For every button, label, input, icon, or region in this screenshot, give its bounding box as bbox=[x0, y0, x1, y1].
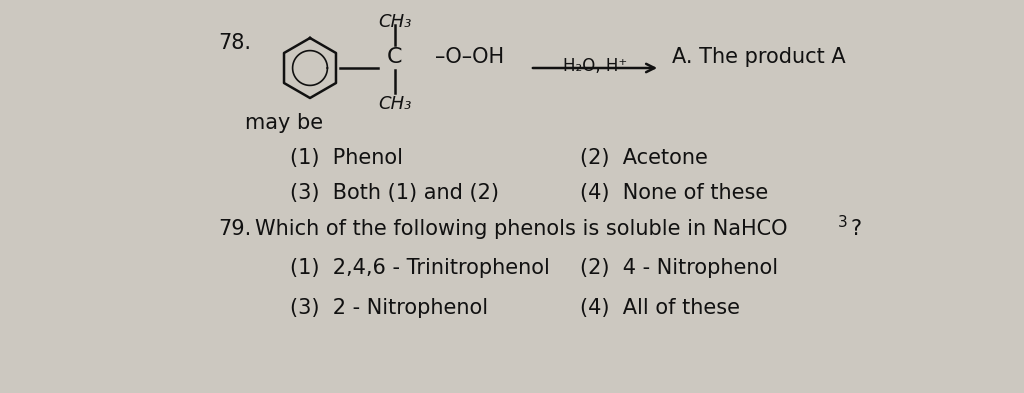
Text: 78.: 78. bbox=[218, 33, 251, 53]
Text: A. The product A: A. The product A bbox=[672, 47, 846, 67]
Text: (3)  Both (1) and (2): (3) Both (1) and (2) bbox=[290, 183, 499, 203]
Text: (4)  None of these: (4) None of these bbox=[580, 183, 768, 203]
Text: (2)  Acetone: (2) Acetone bbox=[580, 148, 708, 168]
Text: ?: ? bbox=[850, 219, 861, 239]
Text: 3: 3 bbox=[838, 215, 848, 230]
Text: C: C bbox=[387, 47, 402, 67]
Text: (2)  4 - Nitrophenol: (2) 4 - Nitrophenol bbox=[580, 258, 778, 278]
Text: CH₃: CH₃ bbox=[378, 13, 412, 31]
Text: (3)  2 - Nitrophenol: (3) 2 - Nitrophenol bbox=[290, 298, 488, 318]
Text: may be: may be bbox=[245, 113, 324, 133]
Text: (1)  Phenol: (1) Phenol bbox=[290, 148, 403, 168]
Text: –O–OH: –O–OH bbox=[435, 47, 505, 67]
Text: CH₃: CH₃ bbox=[378, 95, 412, 113]
Text: (1)  2,4,6 - Trinitrophenol: (1) 2,4,6 - Trinitrophenol bbox=[290, 258, 550, 278]
Text: Which of the following phenols is soluble in NaHCO: Which of the following phenols is solubl… bbox=[255, 219, 787, 239]
Text: 79.: 79. bbox=[218, 219, 251, 239]
Text: H₂O, H⁺: H₂O, H⁺ bbox=[563, 57, 627, 75]
Text: (4)  All of these: (4) All of these bbox=[580, 298, 740, 318]
